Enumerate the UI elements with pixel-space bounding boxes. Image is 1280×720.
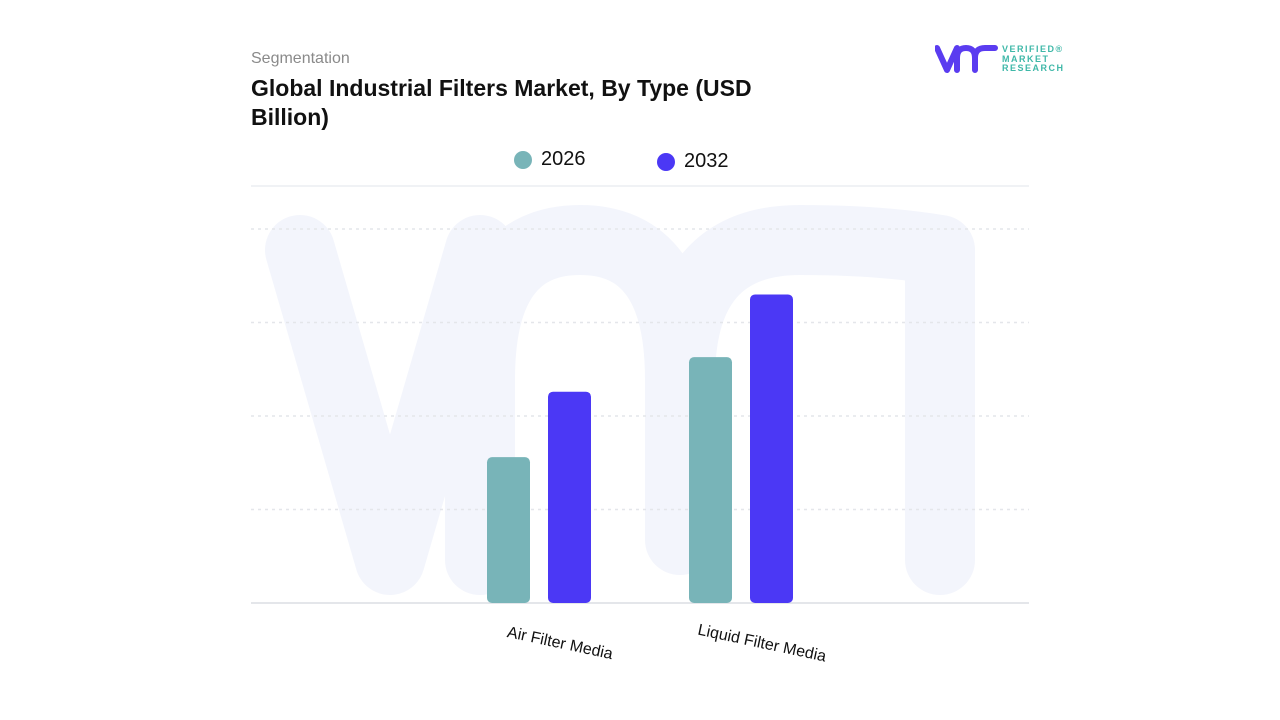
logo-text: VERIFIED® MARKET RESEARCH (1002, 44, 1065, 73)
bar-air-filter-media-2032 (548, 391, 591, 603)
legend-swatch-2032 (657, 152, 675, 171)
legend-label-2032: 2032 (684, 150, 729, 172)
legend-item-2032: 2032 (657, 150, 729, 173)
legend-label-2026: 2026 (541, 148, 586, 170)
x-tick-label: Liquid Filter Media (696, 622, 828, 666)
legend-swatch-2026 (514, 150, 532, 169)
vmr-logo-icon (935, 45, 998, 73)
watermark-icon (265, 205, 975, 595)
chart-subtitle: Segmentation (251, 50, 350, 67)
bar-liquid-filter-media-2026 (689, 357, 732, 603)
chart-title: Global Industrial Filters Market, By Typ… (251, 75, 752, 130)
bar-air-filter-media-2026 (487, 457, 530, 603)
bar-liquid-filter-media-2032 (750, 294, 793, 603)
legend-item-2026: 2026 (514, 148, 586, 171)
x-tick-label: Air Filter Media (506, 624, 615, 663)
